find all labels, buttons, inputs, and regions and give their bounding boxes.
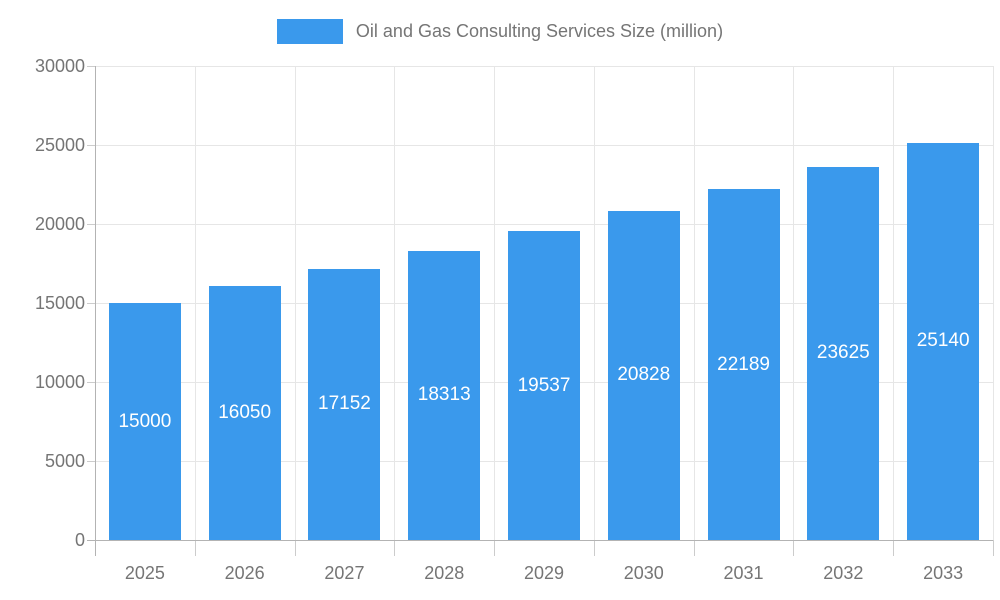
bar[interactable]: 20828 xyxy=(607,210,680,540)
y-gridline xyxy=(95,224,993,225)
bar-value-label: 25140 xyxy=(916,330,970,352)
x-tick-mark xyxy=(693,540,695,556)
bar-value-label: 17152 xyxy=(318,393,371,415)
bar[interactable]: 17152 xyxy=(308,268,381,540)
x-gridline xyxy=(993,66,994,540)
x-axis-tick-label: 2031 xyxy=(723,563,764,583)
x-axis-tick-label: 2030 xyxy=(623,563,664,583)
y-axis-tick-label: 15000 xyxy=(34,293,85,313)
bar[interactable]: 16050 xyxy=(208,286,281,540)
bar[interactable]: 19537 xyxy=(508,231,580,540)
x-axis-line xyxy=(87,540,993,541)
bar-value-label: 18313 xyxy=(417,384,471,406)
legend-item[interactable]: Oil and Gas Consulting Services Size (mi… xyxy=(0,19,1000,44)
x-gridline xyxy=(494,66,496,540)
y-axis-tick-label: 25000 xyxy=(34,135,85,155)
bar-value-label: 16050 xyxy=(218,402,272,424)
x-axis-tick-label: 2026 xyxy=(224,563,265,583)
x-axis-tick-label: 2029 xyxy=(523,563,565,583)
x-gridline xyxy=(394,66,396,540)
legend-swatch-icon xyxy=(276,19,343,44)
bar-value-label: 23625 xyxy=(816,342,870,364)
y-axis-tick-label: 5000 xyxy=(44,451,85,471)
x-axis-tick-label: 2028 xyxy=(424,563,465,583)
x-tick-mark xyxy=(993,540,994,556)
x-gridline xyxy=(793,66,795,540)
x-tick-mark xyxy=(294,540,296,556)
y-tick-mark xyxy=(87,461,95,462)
y-gridline xyxy=(95,145,993,146)
bar[interactable]: 18313 xyxy=(408,250,481,540)
x-tick-mark xyxy=(893,540,895,556)
x-gridline xyxy=(893,66,895,540)
y-tick-mark xyxy=(87,224,95,225)
y-axis-line xyxy=(95,66,96,556)
y-tick-mark xyxy=(87,66,95,67)
x-axis-tick-label: 2033 xyxy=(923,563,964,583)
x-tick-mark xyxy=(494,540,496,556)
y-axis-tick-label: 30000 xyxy=(34,56,85,76)
x-axis-tick-label: 2025 xyxy=(124,563,165,583)
y-gridline xyxy=(95,66,993,67)
y-axis-tick-label: 10000 xyxy=(34,372,85,392)
bar-value-label: 22189 xyxy=(717,353,770,375)
x-axis-tick-label: 2027 xyxy=(324,563,365,583)
y-tick-mark xyxy=(87,382,95,383)
x-gridline xyxy=(593,66,595,540)
bar-value-label: 19537 xyxy=(517,374,571,396)
x-axis-tick-label: 2032 xyxy=(823,563,864,583)
bar[interactable]: 23625 xyxy=(807,166,880,540)
x-tick-mark xyxy=(194,540,196,556)
x-tick-mark xyxy=(793,540,795,556)
legend-label: Oil and Gas Consulting Services Size (mi… xyxy=(355,21,724,41)
y-axis-tick-label: 20000 xyxy=(34,214,85,234)
x-tick-mark xyxy=(593,540,595,556)
x-gridline xyxy=(693,66,695,540)
y-axis-tick-label: 0 xyxy=(74,530,85,550)
y-tick-mark xyxy=(87,303,95,304)
bar[interactable]: 22189 xyxy=(707,189,780,540)
y-tick-mark xyxy=(87,145,95,146)
x-gridline xyxy=(294,66,296,540)
bar-value-label: 15000 xyxy=(118,410,172,432)
bar[interactable]: 25140 xyxy=(907,142,980,540)
x-gridline xyxy=(194,66,196,540)
x-tick-mark xyxy=(394,540,396,556)
bar-value-label: 20828 xyxy=(617,364,671,386)
bar[interactable]: 15000 xyxy=(108,303,181,540)
